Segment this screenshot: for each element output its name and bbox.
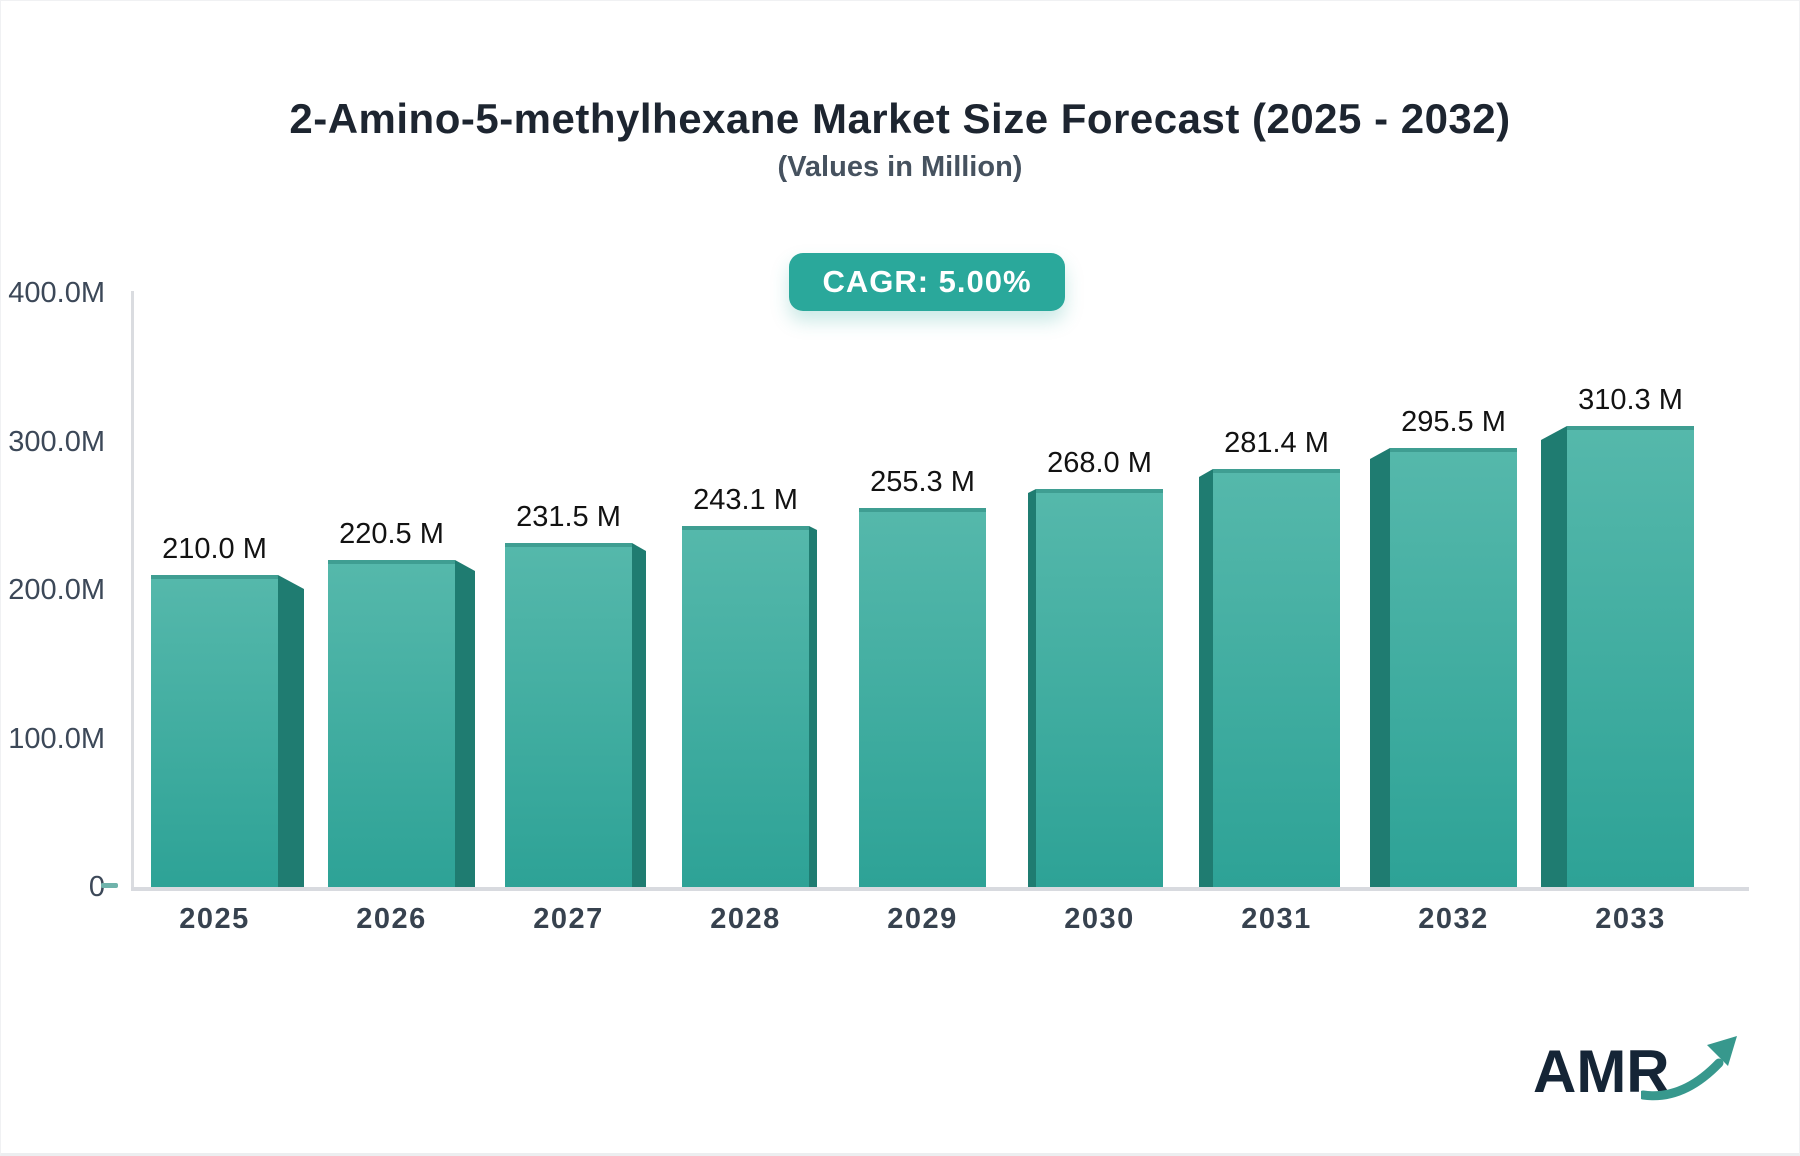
zero-tick-mark: [101, 883, 118, 888]
chart-title: 2-Amino-5-methylhexane Market Size Forec…: [289, 95, 1511, 142]
bar-side-2027: [632, 543, 646, 890]
y-tick-label-0: 0: [88, 871, 105, 903]
bar-2030: [1036, 489, 1163, 890]
y-tick-label-300.0M: 300.0M: [8, 425, 105, 458]
bar-side-2033: [1541, 426, 1567, 890]
y-tick-label-100.0M: 100.0M: [8, 722, 105, 755]
y-tick-label-400.0M: 400.0M: [8, 277, 105, 309]
y-axis-line: [131, 291, 134, 891]
x-tick-label-2032: 2032: [1418, 903, 1489, 935]
cagr-badge-label: CAGR: 5.00%: [822, 264, 1032, 299]
bar-value-label-2032: 295.5 M: [1401, 406, 1506, 438]
bar-side-2031: [1199, 469, 1213, 890]
x-axis-line: [131, 887, 1749, 891]
bar-side-2032: [1370, 448, 1390, 890]
x-tick-label-2026: 2026: [356, 903, 427, 935]
x-tick-label-2031: 2031: [1241, 903, 1312, 935]
bar-2032: [1390, 448, 1517, 890]
bar-2029: [859, 508, 986, 890]
bar-value-label-2025: 210.0 M: [162, 533, 267, 565]
x-tick-label-2033: 2033: [1595, 903, 1666, 935]
bar-value-label-2033: 310.3 M: [1578, 384, 1683, 416]
bar-2028: [682, 526, 809, 890]
bar-side-2025: [278, 575, 304, 890]
y-tick-label-200.0M: 200.0M: [8, 574, 105, 606]
bar-2026: [328, 560, 455, 890]
bar-2027: [505, 543, 632, 890]
bar-2033: [1567, 426, 1694, 890]
x-tick-label-2027: 2027: [533, 903, 604, 935]
bar-side-2030: [1028, 489, 1036, 890]
bar-side-2026: [455, 560, 475, 890]
cagr-badge: CAGR: 5.00%: [789, 253, 1065, 311]
chart-subtitle: (Values in Million): [777, 151, 1023, 183]
growth-arrow-icon: [1641, 1036, 1737, 1101]
bar-value-label-2031: 281.4 M: [1224, 427, 1329, 459]
amr-logo: AMR: [1533, 1033, 1737, 1113]
bar-value-label-2027: 231.5 M: [516, 501, 621, 533]
x-tick-label-2025: 2025: [179, 903, 250, 935]
bar-2025: [151, 575, 278, 890]
x-tick-label-2029: 2029: [887, 903, 958, 935]
bar-side-2028: [809, 526, 817, 890]
bar-value-label-2030: 268.0 M: [1047, 447, 1152, 479]
bar-value-label-2029: 255.3 M: [870, 466, 975, 498]
x-tick-label-2030: 2030: [1064, 903, 1135, 935]
x-tick-label-2028: 2028: [710, 903, 781, 935]
bar-value-label-2028: 243.1 M: [693, 484, 798, 516]
bar-value-label-2026: 220.5 M: [339, 518, 444, 550]
bar-2031: [1213, 469, 1340, 890]
